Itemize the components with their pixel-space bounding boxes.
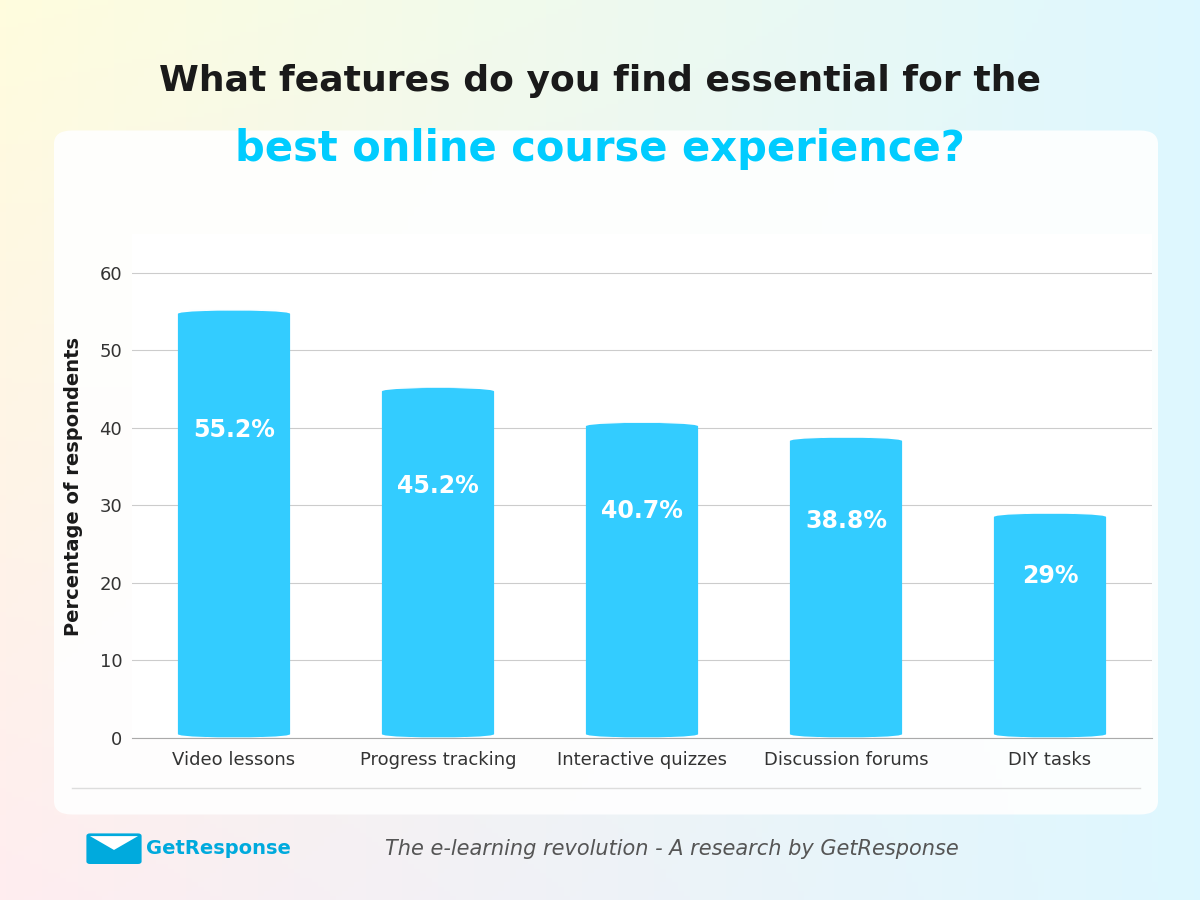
FancyBboxPatch shape	[790, 437, 902, 738]
FancyBboxPatch shape	[994, 513, 1106, 738]
Y-axis label: Percentage of respondents: Percentage of respondents	[64, 337, 83, 635]
Text: best online course experience?: best online course experience?	[235, 128, 965, 169]
FancyBboxPatch shape	[586, 422, 698, 738]
Text: 55.2%: 55.2%	[193, 418, 275, 442]
Text: GetResponse: GetResponse	[146, 839, 292, 859]
FancyBboxPatch shape	[382, 388, 494, 738]
Text: 29%: 29%	[1021, 564, 1079, 588]
FancyBboxPatch shape	[178, 310, 290, 738]
Text: What features do you find essential for the: What features do you find essential for …	[158, 64, 1042, 98]
Text: 38.8%: 38.8%	[805, 509, 887, 534]
Text: The e-learning revolution - A research by GetResponse: The e-learning revolution - A research b…	[385, 839, 959, 859]
Text: 40.7%: 40.7%	[601, 499, 683, 523]
Text: 45.2%: 45.2%	[397, 473, 479, 498]
